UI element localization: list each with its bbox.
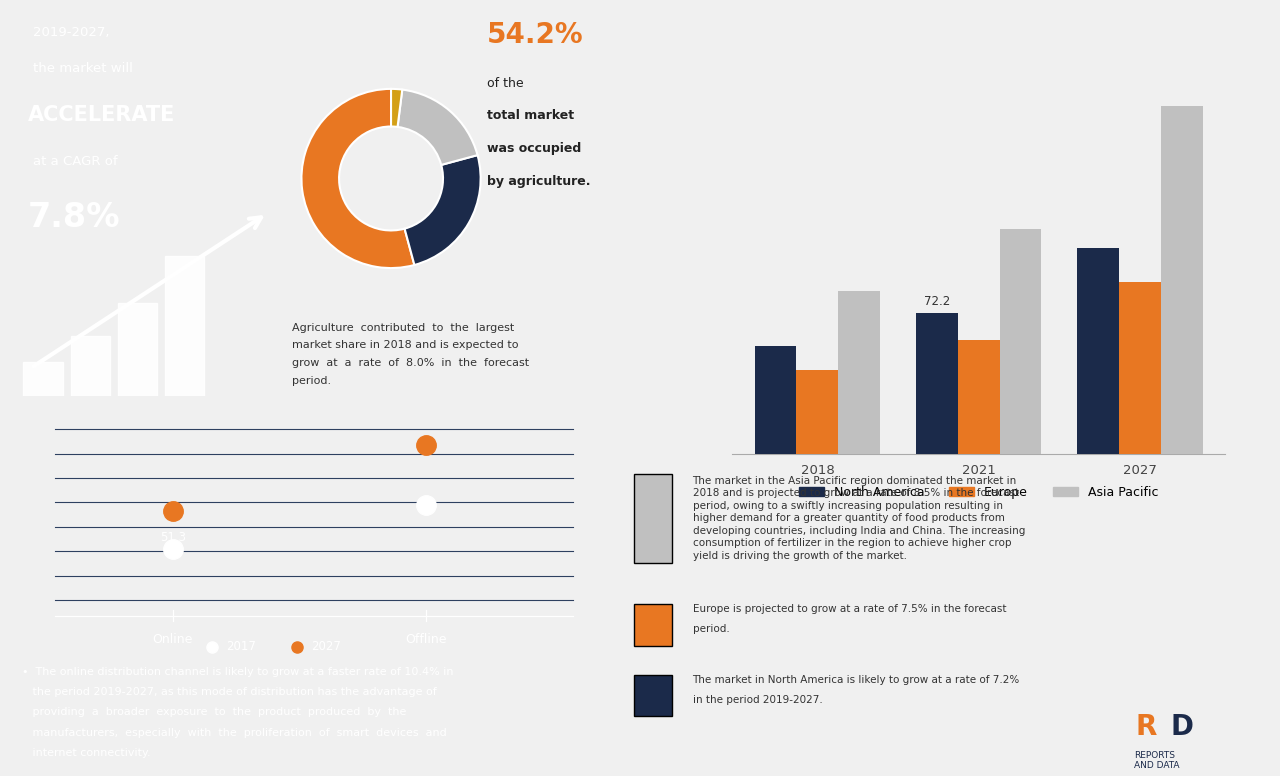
Bar [1000, 229, 1042, 454]
Bar [1076, 248, 1119, 454]
Text: by agriculture.: by agriculture. [486, 175, 590, 188]
Text: ACCELERATE: ACCELERATE [27, 105, 175, 125]
Text: The market in North America is likely to grow at a rate of 7.2%: The market in North America is likely to… [692, 675, 1020, 684]
Bar [838, 292, 881, 454]
Text: 7.8%: 7.8% [27, 201, 120, 234]
Text: 2019-2027,: 2019-2027, [33, 26, 109, 40]
Text: 54.2%: 54.2% [486, 22, 584, 50]
Bar [915, 313, 957, 454]
Text: developing countries, including India and China. The increasing: developing countries, including India an… [692, 526, 1025, 535]
Text: Europe is projected to grow at a rate of 7.5% in the forecast: Europe is projected to grow at a rate of… [692, 605, 1006, 615]
FancyBboxPatch shape [635, 605, 672, 646]
Wedge shape [404, 155, 480, 265]
Text: Online: Online [152, 633, 193, 646]
Text: period.: period. [292, 376, 332, 386]
Text: was occupied: was occupied [486, 142, 581, 155]
Text: 51.3: 51.3 [160, 532, 186, 544]
Bar [23, 362, 63, 396]
Text: 2017: 2017 [227, 640, 256, 653]
Text: of the: of the [486, 77, 524, 90]
Wedge shape [302, 89, 415, 268]
Bar [1119, 282, 1161, 454]
Text: manufacturers,  especially  with  the  proliferation  of  smart  devices  and: manufacturers, especially with the proli… [22, 728, 447, 737]
Text: grow  at  a  rate  of  8.0%  in  the  forecast: grow at a rate of 8.0% in the forecast [292, 358, 530, 368]
Text: 2027: 2027 [311, 640, 340, 653]
Text: in the period 2019-2027.: in the period 2019-2027. [692, 695, 822, 705]
Text: higher demand for a greater quantity of food products from: higher demand for a greater quantity of … [692, 513, 1005, 523]
Text: REPORTS: REPORTS [1134, 751, 1175, 760]
Wedge shape [398, 89, 477, 165]
Text: at a CAGR of: at a CAGR of [33, 154, 118, 168]
Bar [957, 341, 1000, 454]
Text: internet connectivity.: internet connectivity. [22, 747, 151, 757]
Text: providing  a  broader  exposure  to  the  product  produced  by  the: providing a broader exposure to the prod… [22, 708, 407, 717]
Text: yield is driving the growth of the market.: yield is driving the growth of the marke… [692, 551, 906, 561]
Text: AND DATA: AND DATA [1134, 761, 1179, 771]
FancyBboxPatch shape [635, 474, 672, 563]
Bar [70, 336, 110, 396]
Text: period, owing to a swiftly increasing population resulting in: period, owing to a swiftly increasing po… [692, 501, 1002, 511]
Text: period.: period. [692, 624, 730, 634]
Wedge shape [392, 89, 402, 127]
Text: Offline: Offline [406, 633, 447, 646]
Text: D: D [1171, 712, 1194, 740]
Text: consumption of fertilizer in the region to achieve higher crop: consumption of fertilizer in the region … [692, 539, 1011, 549]
FancyBboxPatch shape [635, 675, 672, 716]
Legend: North America, Europe, Asia Pacific: North America, Europe, Asia Pacific [794, 480, 1164, 504]
Bar [118, 303, 157, 396]
Text: 2018 and is projected to grow at a rate of 8.5% in the forecast: 2018 and is projected to grow at a rate … [692, 488, 1019, 498]
Text: market share in 2018 and is expected to: market share in 2018 and is expected to [292, 340, 518, 350]
Text: the period 2019-2027, as this mode of distribution has the advantage of: the period 2019-2027, as this mode of di… [22, 688, 436, 698]
Text: Agriculture  contributed  to  the  largest: Agriculture contributed to the largest [292, 323, 515, 333]
Text: The market in the Asia Pacific region dominated the market in: The market in the Asia Pacific region do… [692, 476, 1016, 486]
Text: R: R [1135, 712, 1157, 740]
Bar [1161, 106, 1203, 454]
Text: •  The online distribution channel is likely to grow at a faster rate of 10.4% i: • The online distribution channel is lik… [22, 667, 453, 677]
Text: total market: total market [486, 109, 573, 123]
Bar [796, 370, 838, 454]
Text: the market will: the market will [33, 62, 133, 75]
Bar [755, 346, 796, 454]
Text: 72.2: 72.2 [924, 295, 950, 308]
Bar [165, 256, 205, 396]
